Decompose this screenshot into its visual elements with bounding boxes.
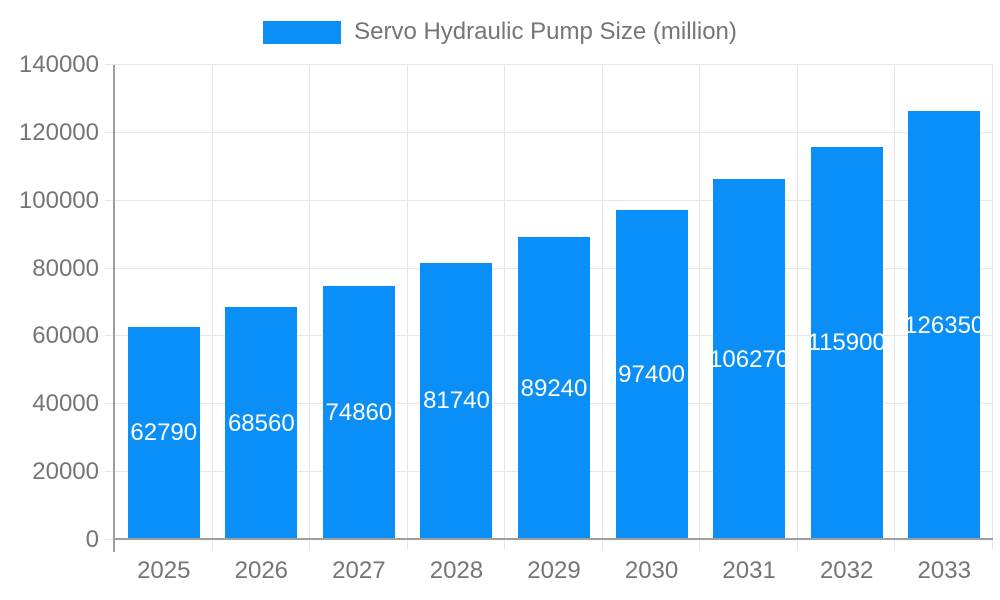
v-gridline bbox=[309, 65, 311, 540]
h-gridline bbox=[115, 64, 993, 65]
legend-swatch bbox=[263, 20, 342, 44]
bar-value-label: 106270 bbox=[709, 345, 790, 373]
x-axis-line bbox=[113, 538, 993, 540]
v-gridline bbox=[796, 65, 798, 540]
y-axis-line bbox=[113, 65, 115, 552]
y-tick bbox=[105, 64, 115, 65]
v-gridline bbox=[992, 65, 993, 540]
v-gridline bbox=[699, 65, 701, 540]
y-tick bbox=[105, 539, 115, 540]
y-axis-label: 120000 bbox=[18, 118, 99, 146]
y-axis-label: 60000 bbox=[32, 322, 99, 350]
y-axis-label: 20000 bbox=[32, 458, 99, 486]
bar[interactable] bbox=[127, 326, 200, 538]
x-tick bbox=[211, 540, 213, 550]
bar[interactable] bbox=[810, 146, 883, 538]
x-tick bbox=[894, 540, 896, 550]
x-axis-label: 2030 bbox=[624, 557, 679, 584]
x-tick bbox=[699, 540, 701, 550]
y-axis-label: 80000 bbox=[32, 254, 99, 282]
bar[interactable] bbox=[420, 262, 493, 538]
y-axis-label: 100000 bbox=[18, 186, 99, 214]
x-axis-label: 2029 bbox=[527, 557, 581, 584]
bar-value-label: 126350 bbox=[904, 311, 985, 339]
legend-item[interactable]: Servo Hydraulic Pump Size (million) bbox=[263, 18, 737, 46]
x-axis-label: 2026 bbox=[234, 557, 289, 584]
legend: Servo Hydraulic Pump Size (million) bbox=[0, 18, 1000, 46]
x-tick bbox=[796, 540, 798, 550]
legend-label: Servo Hydraulic Pump Size (million) bbox=[354, 18, 737, 45]
y-axis-label: 40000 bbox=[32, 390, 99, 418]
bar[interactable] bbox=[518, 237, 590, 538]
x-tick bbox=[601, 540, 603, 550]
bar[interactable] bbox=[713, 179, 786, 538]
x-axis-label: 2025 bbox=[137, 557, 191, 584]
y-tick bbox=[105, 267, 115, 269]
v-gridline bbox=[211, 65, 213, 540]
bar[interactable] bbox=[908, 111, 981, 538]
x-axis-label: 2033 bbox=[917, 557, 971, 584]
x-axis-label: 2027 bbox=[332, 557, 386, 584]
y-axis-label: 0 bbox=[85, 526, 99, 553]
y-axis-label: 140000 bbox=[18, 51, 99, 78]
x-axis-label: 2031 bbox=[722, 557, 776, 584]
bar[interactable] bbox=[225, 307, 298, 538]
y-tick bbox=[105, 335, 115, 337]
x-tick bbox=[406, 540, 408, 550]
y-tick bbox=[105, 403, 115, 405]
x-tick bbox=[504, 540, 506, 550]
bar-value-label: 62790 bbox=[130, 419, 198, 447]
v-gridline bbox=[504, 65, 506, 540]
x-tick bbox=[992, 540, 993, 550]
bar-value-label: 81740 bbox=[423, 387, 490, 415]
x-axis-label: 2032 bbox=[819, 557, 874, 584]
y-tick bbox=[105, 131, 115, 133]
h-gridline bbox=[115, 131, 993, 133]
bar-value-label: 74860 bbox=[325, 399, 393, 426]
bar[interactable] bbox=[322, 286, 395, 538]
h-gridline bbox=[115, 199, 993, 201]
bar-value-label: 115900 bbox=[807, 329, 886, 357]
bar-value-label: 89240 bbox=[520, 374, 588, 402]
bar-value-label: 97400 bbox=[618, 360, 685, 388]
v-gridline bbox=[601, 65, 603, 540]
x-tick bbox=[309, 540, 311, 550]
v-gridline bbox=[894, 65, 896, 540]
v-gridline bbox=[406, 65, 408, 540]
y-tick bbox=[105, 199, 115, 201]
bar[interactable] bbox=[615, 209, 688, 538]
bar-value-label: 68560 bbox=[227, 409, 295, 437]
x-axis-label: 2028 bbox=[429, 557, 484, 584]
y-tick bbox=[105, 471, 115, 473]
